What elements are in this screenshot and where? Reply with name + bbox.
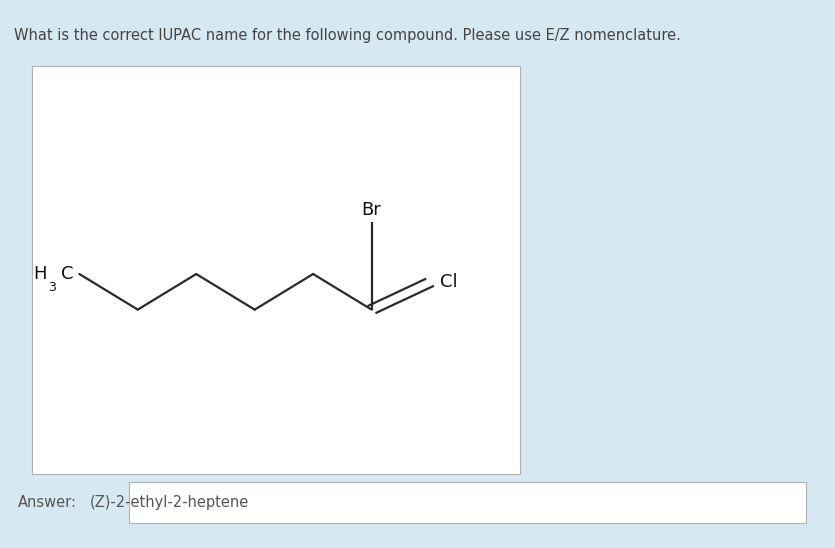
Bar (32, 66, 520, 474)
Text: Br: Br (362, 201, 382, 219)
Text: Answer:: Answer: (18, 495, 78, 510)
Text: (Z)-2-ethyl-2-heptene: (Z)-2-ethyl-2-heptene (90, 495, 250, 510)
Text: 3: 3 (48, 281, 56, 294)
Text: Cl: Cl (440, 273, 458, 291)
Text: C: C (61, 265, 73, 283)
Text: What is the correct IUPAC name for the following compound. Please use E/Z nomenc: What is the correct IUPAC name for the f… (14, 28, 681, 43)
Text: H: H (33, 265, 47, 283)
Bar (129, 482, 806, 523)
